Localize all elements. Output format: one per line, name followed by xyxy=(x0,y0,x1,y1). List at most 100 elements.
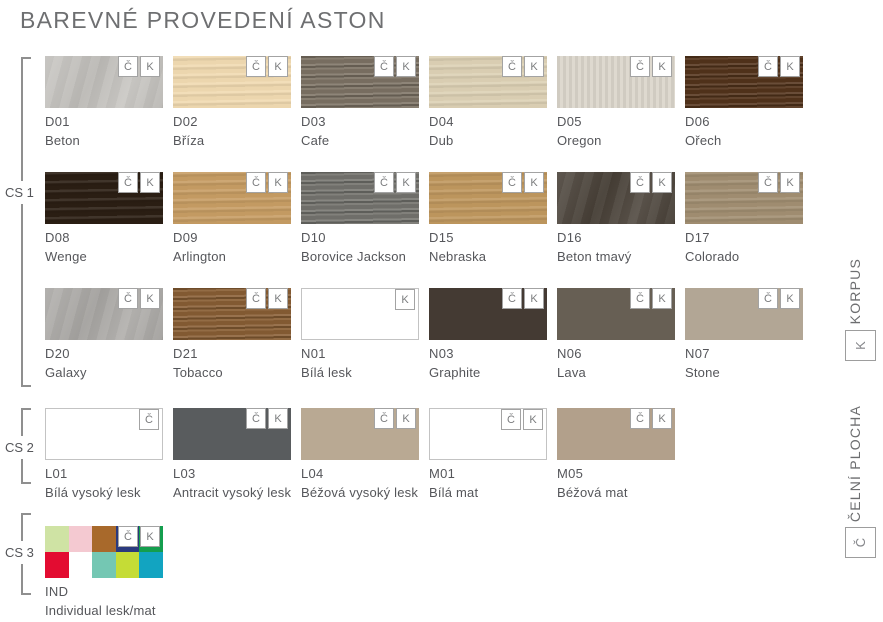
swatch-cell: Č K D04 Dub xyxy=(429,56,557,148)
front-badge: Č xyxy=(630,408,650,429)
swatch-cell: Č L01 Bílá vysoký lesk xyxy=(45,408,173,500)
ind-color-cell xyxy=(45,526,69,552)
swatch-code: L04 xyxy=(301,466,324,481)
korpus-badge: K xyxy=(652,172,672,193)
swatch-name: Lava xyxy=(557,365,586,380)
front-badge: Č xyxy=(118,172,138,193)
swatch-cell: K N01 Bílá lesk xyxy=(301,288,429,380)
korpus-letter: K xyxy=(852,341,868,350)
front-badge: Č xyxy=(502,56,522,77)
page-title: BAREVNÉ PROVEDENÍ ASTON xyxy=(20,7,386,33)
front-badge: Č xyxy=(501,409,521,430)
swatch-cell: Č K L03 Antracit vysoký lesk xyxy=(173,408,301,500)
swatch-code: D16 xyxy=(557,230,582,245)
swatch-cell: Č K D17 Colorado xyxy=(685,172,813,264)
swatch-name: Oregon xyxy=(557,133,602,148)
usage-badges: Č xyxy=(139,409,159,430)
korpus-badge: K xyxy=(523,409,543,430)
swatch-code: L03 xyxy=(173,466,196,481)
swatch-code: D05 xyxy=(557,114,582,129)
korpus-badge: K xyxy=(268,408,288,429)
swatch-cell: Č K D01 Beton xyxy=(45,56,173,148)
swatch-cell: Č K D09 Arlington xyxy=(173,172,301,264)
korpus-badge: K xyxy=(780,56,800,77)
front-badge: Č xyxy=(502,288,522,309)
swatch-name: Béžová mat xyxy=(557,485,628,500)
front-badge: Č xyxy=(246,56,266,77)
korpus-badge: K xyxy=(396,172,416,193)
swatch-name: Graphite xyxy=(429,365,481,380)
korpus-badge: K xyxy=(524,172,544,193)
swatch-name: Bílá mat xyxy=(429,485,479,500)
swatch-name: Galaxy xyxy=(45,365,87,380)
swatch-code: D10 xyxy=(301,230,326,245)
front-badge: Č xyxy=(246,172,266,193)
front-badge: Č xyxy=(246,288,266,309)
group-label: CS 3 xyxy=(2,541,37,564)
swatch-code: N03 xyxy=(429,346,454,361)
swatch-cell: Č K D06 Ořech xyxy=(685,56,813,148)
swatch-code: D09 xyxy=(173,230,198,245)
front-badge: Č xyxy=(118,526,138,547)
swatch-code: N01 xyxy=(301,346,326,361)
swatch-cell: Č K IND Individual lesk/mat xyxy=(45,526,173,618)
swatch-code: M05 xyxy=(557,466,584,481)
front-badge: Č xyxy=(139,409,159,430)
front-badge: Č xyxy=(758,288,778,309)
swatch-name: Tobacco xyxy=(173,365,223,380)
swatch-code: D20 xyxy=(45,346,70,361)
swatch-cell: Č K D16 Beton tmavý xyxy=(557,172,685,264)
swatch-code: D15 xyxy=(429,230,454,245)
swatch-code: N06 xyxy=(557,346,582,361)
swatch-name: Bílá vysoký lesk xyxy=(45,485,141,500)
korpus-badge: K xyxy=(652,408,672,429)
swatch-name: Bílá lesk xyxy=(301,365,352,380)
ind-color-cell xyxy=(92,526,116,552)
swatch-name: Borovice Jackson xyxy=(301,249,407,264)
front-badge: Č xyxy=(374,56,394,77)
swatch-sample: K xyxy=(301,288,419,340)
ind-color-cell xyxy=(115,552,140,578)
front-letter-box: Č xyxy=(845,527,876,558)
swatch-name: Colorado xyxy=(685,249,740,264)
korpus-badge: K xyxy=(652,56,672,77)
ind-color-cell xyxy=(139,552,163,578)
korpus-badge: K xyxy=(140,172,160,193)
swatch-code: D02 xyxy=(173,114,198,129)
swatch-cell: Č K L04 Béžová vysoký lesk xyxy=(301,408,429,500)
front-badge: Č xyxy=(118,288,138,309)
korpus-badge: K xyxy=(780,172,800,193)
group-label: CS 2 xyxy=(2,436,37,459)
